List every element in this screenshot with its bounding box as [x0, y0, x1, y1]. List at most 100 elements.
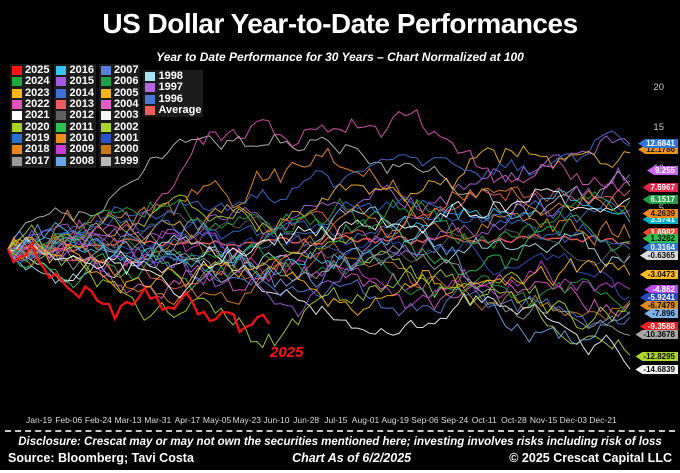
end-value-label: -0.6365	[639, 251, 678, 260]
end-value-label: -10.3678	[635, 330, 678, 339]
legend-swatch-icon	[56, 122, 67, 132]
as-of-text: Chart As of 6/2/2025	[292, 451, 412, 465]
legend-item-2022: 2022	[12, 99, 49, 110]
x-tick-label: Sep-06	[411, 415, 439, 425]
series-line-2015	[7, 166, 631, 318]
legend-item-label: 2009	[69, 143, 94, 156]
end-value-label: 3.5741	[642, 215, 678, 224]
x-tick-label: Apr-17	[174, 415, 201, 425]
legend-item-label: Average	[158, 104, 202, 117]
legend-item-2018: 2018	[12, 144, 49, 155]
series-line-2016	[7, 189, 631, 279]
series-line-1998	[7, 206, 631, 284]
series-line-1999	[7, 133, 631, 250]
legend-item-label: 2004	[113, 98, 139, 111]
legend-swatch-icon	[12, 100, 22, 110]
annotation-2025: 2025	[270, 344, 304, 361]
bottom-border	[0, 470, 680, 473]
legend-swatch-icon	[100, 111, 111, 121]
legend-column: 1998 1997 1996 Average	[143, 70, 204, 118]
y-tick-label: 15	[653, 122, 664, 133]
x-tick-label: May-23	[232, 415, 261, 425]
legend-item-2004: 2004	[100, 98, 139, 111]
legend-item-label: 2008	[69, 154, 94, 167]
legend-swatch-icon	[56, 145, 67, 155]
legend-column: 2007 2006 2005 2004 2003 2002 2001 2000 1999	[98, 64, 141, 168]
x-tick-label: Sep-24	[440, 415, 469, 425]
footer: Source: Bloomberg; Tavi Costa Chart As o…	[0, 451, 680, 465]
end-value-label: 6.1517	[642, 195, 678, 204]
legend-item-label: 1998	[158, 70, 183, 83]
legend-item-1998: 1998	[145, 71, 201, 82]
end-value-label: 12.1786	[638, 145, 678, 154]
chart-subtitle: Year to Date Performance for 30 Years – …	[156, 50, 524, 64]
legend: 2025 2024 2023 2022 2021 2020 2019 2018 2017 2016…	[10, 64, 204, 168]
legend-item-label: 2002	[113, 120, 139, 133]
legend-item-2000: 2000	[100, 144, 138, 155]
legend-item-average: Average	[145, 105, 201, 116]
copyright-text: © 2025 Crescat Capital LLC	[509, 451, 672, 465]
x-tick-label: Mar-31	[144, 415, 172, 425]
end-value-label: 0.3164	[642, 243, 678, 252]
end-value-label: -12.8295	[635, 352, 678, 361]
legend-item-2001: 2001	[100, 131, 139, 144]
legend-item-2010: 2010	[56, 131, 94, 144]
x-tick-label: Jan-19	[26, 415, 52, 425]
series-line-2019	[7, 196, 631, 264]
legend-item-label: 2015	[69, 75, 94, 88]
legend-swatch-icon	[12, 111, 22, 121]
legend-item-label: 2010	[69, 131, 94, 144]
legend-swatch-icon	[100, 77, 111, 87]
legend-item-label: 2001	[113, 131, 139, 144]
legend-swatch-icon	[56, 156, 67, 166]
legend-item-label: 1997	[158, 81, 183, 94]
legend-item-label: 2006	[113, 75, 139, 88]
legend-item-label: 2025	[25, 64, 50, 77]
legend-swatch-icon	[12, 145, 22, 155]
series-line-2017	[7, 232, 631, 336]
legend-swatch-icon	[100, 156, 111, 166]
legend-swatch-icon	[100, 145, 111, 155]
legend-item-label: 2020	[25, 120, 50, 133]
x-tick-label: Nov-15	[529, 415, 558, 425]
legend-item-2003: 2003	[100, 110, 138, 121]
series-line-2009	[7, 230, 631, 309]
legend-swatch-icon	[100, 66, 111, 76]
legend-item-label: 1999	[113, 154, 139, 167]
legend-item-2021: 2021	[12, 110, 49, 121]
legend-swatch-icon	[145, 106, 156, 116]
x-tick-label: Aug-19	[381, 415, 409, 425]
legend-swatch-icon	[12, 122, 22, 132]
legend-item-1996: 1996	[145, 93, 201, 105]
series-line-2025	[6, 240, 271, 334]
legend-swatch-icon	[145, 72, 156, 82]
series-line-2021	[7, 188, 631, 299]
legend-item-2014: 2014	[56, 86, 94, 99]
legend-item-2006: 2006	[100, 75, 139, 88]
series-line-2018	[7, 187, 631, 306]
x-tick-label: Jul-15	[324, 415, 348, 425]
y-tick-label: 5	[658, 203, 664, 214]
legend-item-2007: 2007	[100, 65, 138, 76]
y-tick-label: 20	[653, 81, 664, 93]
legend-swatch-icon	[56, 66, 67, 76]
series-line-2010	[7, 147, 631, 255]
x-tick-label: Oct-28	[501, 415, 527, 425]
legend-item-label: 2017	[25, 154, 50, 167]
legend-item-label: 2018	[25, 143, 50, 156]
legend-item-label: 2014	[69, 86, 94, 99]
x-tick-label: Aug-01	[351, 415, 380, 425]
legend-swatch-icon	[12, 156, 22, 166]
legend-swatch-icon	[100, 122, 111, 132]
legend-item-2016: 2016	[56, 65, 94, 76]
legend-item-2019: 2019	[12, 132, 49, 144]
legend-item-2008: 2008	[56, 154, 94, 167]
x-axis-tickline	[5, 430, 675, 432]
end-value-label: -6.7479	[639, 301, 678, 310]
legend-column: 2025 2024 2023 2022 2021 2020 2019 2018 2017	[10, 64, 52, 168]
legend-item-2020: 2020	[12, 121, 49, 132]
legend-swatch-icon	[12, 133, 22, 143]
legend-item-2002: 2002	[100, 120, 139, 133]
disclosure-text: Disclosure: Crescat may or may not own t…	[18, 436, 662, 448]
